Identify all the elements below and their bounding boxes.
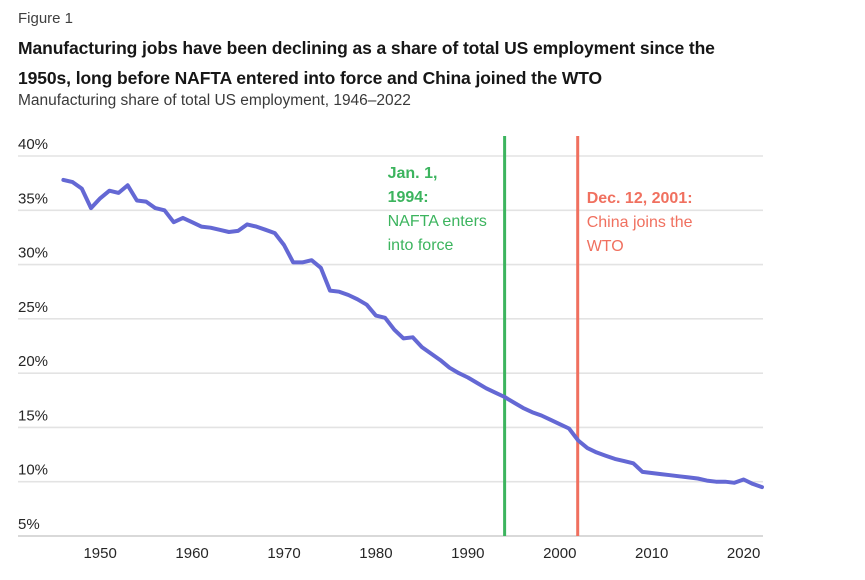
wto-annotation-date: Dec. 12, 2001: <box>587 190 693 207</box>
nafta-annotation-date: 1994: <box>388 189 429 206</box>
chart-title: Manufacturing jobs have been declining a… <box>18 33 842 93</box>
x-axis-label: 1970 <box>267 545 300 562</box>
y-axis-label: 5% <box>18 516 40 533</box>
x-axis-label: 2020 <box>727 545 760 562</box>
wto-annotation-text: China joins the <box>587 214 693 231</box>
nafta-annotation-text: NAFTA enters <box>388 213 487 230</box>
y-axis-label: 40% <box>18 136 48 153</box>
chart-subtitle: Manufacturing share of total US employme… <box>18 92 411 109</box>
chart-title-line-2: 1950s, long before NAFTA entered into fo… <box>18 68 603 88</box>
y-axis-label: 10% <box>18 462 48 479</box>
x-axis-label: 2010 <box>635 545 668 562</box>
x-axis-label: 2000 <box>543 545 576 562</box>
x-axis-label: 1980 <box>359 545 392 562</box>
wto-annotation-text: WTO <box>587 238 624 255</box>
x-axis-label: 1950 <box>83 545 116 562</box>
nafta-annotation-date: Jan. 1, <box>388 165 438 182</box>
nafta-annotation-text: into force <box>388 237 454 254</box>
chart-title-line-1: Manufacturing jobs have been declining a… <box>18 38 715 58</box>
y-axis-label: 15% <box>18 407 48 424</box>
figure-label: Figure 1 <box>18 10 74 27</box>
y-axis-label: 35% <box>18 190 48 207</box>
y-axis-label: 20% <box>18 353 48 370</box>
x-axis-label: 1990 <box>451 545 484 562</box>
y-axis-label: 30% <box>18 245 48 262</box>
manufacturing-share-line <box>61 177 764 490</box>
x-axis-label: 1960 <box>175 545 208 562</box>
y-axis-label: 25% <box>18 299 48 316</box>
